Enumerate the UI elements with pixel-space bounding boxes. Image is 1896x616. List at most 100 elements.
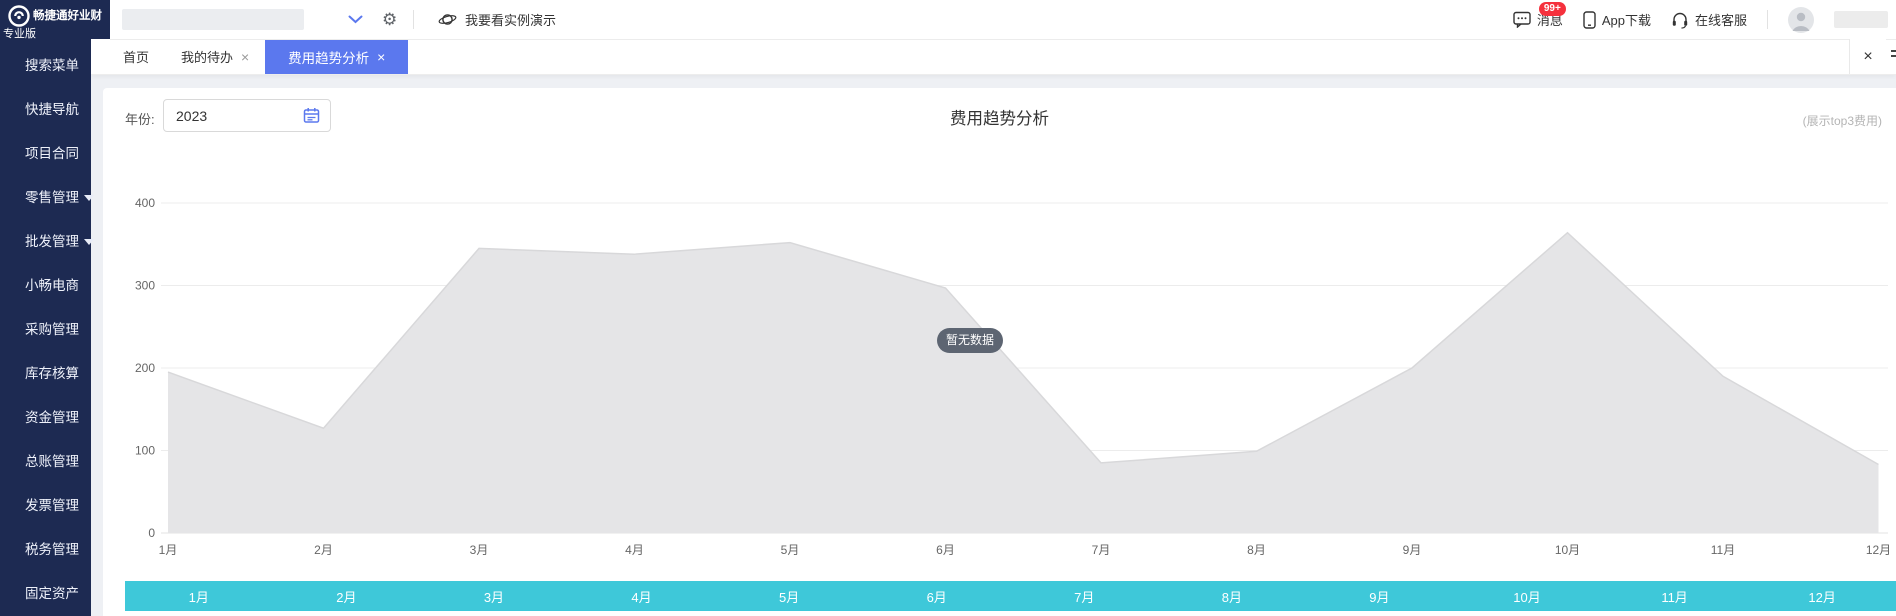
app-download-link[interactable]: App下载 bbox=[1583, 10, 1651, 29]
svg-text:1月: 1月 bbox=[159, 543, 178, 557]
chart-title: 费用趋势分析 bbox=[950, 110, 1049, 128]
tab-label: 我的待办 bbox=[181, 50, 234, 65]
svg-text:12月: 12月 bbox=[1866, 543, 1891, 557]
sidebar-item-10[interactable]: 总账管理 bbox=[0, 440, 91, 484]
tab-label: 首页 bbox=[123, 50, 150, 65]
messages-link[interactable]: 消息 99+ bbox=[1513, 2, 1566, 29]
svg-text:300: 300 bbox=[135, 279, 155, 293]
sidebar-item-9[interactable]: 资金管理 bbox=[0, 396, 91, 440]
hamburger-icon-cutoff bbox=[1891, 47, 1896, 65]
tab-label: 费用趋势分析 bbox=[288, 50, 370, 66]
sidebar-item-8[interactable]: 库存核算 bbox=[0, 352, 91, 396]
brand-name: 畅捷通好业财 bbox=[33, 10, 102, 22]
sidebar-item-7[interactable]: 采购管理 bbox=[0, 308, 91, 352]
sidebar-item-label: 税务管理 bbox=[25, 542, 79, 557]
gear-icon[interactable]: ⚙ bbox=[382, 10, 398, 29]
messages-label: 消息 bbox=[1536, 13, 1563, 28]
messages-count-badge: 99+ bbox=[1538, 2, 1566, 16]
month-header-bar: 1月 2月 3月 4月 5月 6月 7月 8月 9月 10月 11月 12月 bbox=[125, 581, 1896, 611]
month-header-7: 7月 bbox=[1074, 589, 1095, 605]
sidebar-item-1[interactable]: 搜索菜单 bbox=[0, 44, 91, 88]
month-header-6: 6月 bbox=[926, 589, 947, 605]
sidebar-item-13[interactable]: 固定资产 bbox=[0, 572, 91, 616]
header-right-group: 消息 99+ App下载 在线客服 bbox=[1513, 0, 1888, 39]
brand-logo-icon bbox=[8, 5, 30, 27]
tab-3[interactable]: 费用趋势分析 × bbox=[265, 39, 409, 74]
sidebar-item-2[interactable]: 快捷导航 bbox=[0, 88, 91, 132]
sidebar-item-label: 资金管理 bbox=[25, 410, 79, 425]
content-area: 年份: 2023 费用趋势分析 (展示top3费用) 0 100 200 300 400 bbox=[91, 74, 1896, 616]
sidebar-item-12[interactable]: 税务管理 bbox=[0, 528, 91, 572]
close-tabs-button[interactable]: × bbox=[1849, 39, 1886, 74]
headset-icon bbox=[1672, 12, 1688, 29]
chevron-down-icon bbox=[84, 195, 94, 201]
month-header-2: 2月 bbox=[336, 589, 357, 605]
calendar-icon[interactable] bbox=[303, 107, 320, 124]
sidebar-item-3[interactable]: 项目合同 bbox=[0, 132, 91, 176]
year-input[interactable]: 2023 bbox=[163, 99, 331, 132]
demo-link[interactable]: 我要看实例演示 bbox=[438, 0, 556, 39]
month-header-4: 4月 bbox=[631, 589, 652, 605]
header-divider bbox=[1767, 10, 1768, 29]
sidebar-item-label: 项目合同 bbox=[25, 146, 79, 161]
close-icon[interactable]: × bbox=[241, 48, 250, 65]
tab-2[interactable]: 我的待办 × bbox=[165, 39, 265, 74]
app-download-label: App下载 bbox=[1601, 13, 1651, 28]
svg-text:6月: 6月 bbox=[936, 543, 955, 557]
chevron-down-icon bbox=[84, 239, 94, 245]
sidebar-item-label: 小畅电商 bbox=[25, 278, 79, 293]
header-divider bbox=[413, 10, 414, 29]
svg-text:100: 100 bbox=[135, 444, 155, 458]
sidebar-item-label: 零售管理 bbox=[25, 190, 79, 205]
sidebar-item-5[interactable]: 批发管理 bbox=[0, 220, 94, 264]
sidebar-item-label: 总账管理 bbox=[25, 454, 79, 469]
svg-text:11月: 11月 bbox=[1711, 543, 1735, 557]
month-header-1: 1月 bbox=[188, 589, 209, 605]
sidebar-item-label: 采购管理 bbox=[25, 322, 79, 337]
chevron-down-icon[interactable] bbox=[348, 15, 363, 24]
company-selector-blurred[interactable] bbox=[122, 9, 304, 30]
sidebar-item-6[interactable]: 小畅电商 bbox=[0, 264, 91, 308]
close-icon[interactable]: × bbox=[377, 48, 386, 65]
month-header-10: 10月 bbox=[1513, 589, 1541, 605]
year-value: 2023 bbox=[176, 107, 208, 124]
username-blurred[interactable] bbox=[1834, 11, 1888, 28]
svg-text:7月: 7月 bbox=[1092, 543, 1111, 557]
sidebar-item-label: 搜索菜单 bbox=[25, 58, 79, 73]
no-data-badge: 暂无数据 bbox=[937, 328, 1003, 353]
online-support-link[interactable]: 在线客服 bbox=[1671, 10, 1747, 29]
logo-block: 畅捷通好业财 专业版 bbox=[0, 0, 110, 40]
month-header-8: 8月 bbox=[1221, 589, 1242, 605]
chart-canvas[interactable]: 0 100 200 300 400 1月 2月 3月 4月 5月 6月 7月 8月 9月 10月 11月 12月 bbox=[103, 88, 1896, 573]
svg-text:10月: 10月 bbox=[1555, 543, 1580, 557]
svg-text:9月: 9月 bbox=[1403, 543, 1422, 557]
sidebar-nav: 搜索菜单快捷导航项目合同零售管理批发管理小畅电商采购管理库存核算资金管理总账管理… bbox=[0, 44, 94, 616]
svg-text:2月: 2月 bbox=[314, 543, 333, 557]
tab-1[interactable]: 首页 bbox=[107, 39, 165, 74]
svg-text:5月: 5月 bbox=[781, 543, 800, 557]
expense-trend-panel: 年份: 2023 费用趋势分析 (展示top3费用) 0 100 200 300 400 bbox=[103, 88, 1896, 616]
header: ⚙ 我要看实例演示 消息 99+ bbox=[110, 0, 1896, 40]
tab-bar: 首页 我的待办 × 费用趋势分析 × bbox=[91, 39, 1896, 75]
sidebar-item-label: 批发管理 bbox=[25, 234, 79, 249]
sidebar-item-11[interactable]: 发票管理 bbox=[0, 484, 91, 528]
sidebar-item-4[interactable]: 零售管理 bbox=[0, 176, 94, 220]
sidebar-item-label: 快捷导航 bbox=[25, 102, 79, 117]
month-header-3: 3月 bbox=[483, 589, 505, 605]
svg-text:8月: 8月 bbox=[1247, 543, 1266, 557]
sidebar: 搜索菜单快捷导航项目合同零售管理批发管理小畅电商采购管理库存核算资金管理总账管理… bbox=[0, 0, 94, 616]
sidebar-item-label: 固定资产 bbox=[25, 586, 79, 601]
demo-link-label: 我要看实例演示 bbox=[465, 13, 557, 28]
planet-icon bbox=[438, 14, 457, 25]
month-header-11: 11月 bbox=[1661, 589, 1688, 605]
svg-text:400: 400 bbox=[135, 196, 155, 210]
year-filter-label: 年份: bbox=[125, 112, 155, 127]
avatar[interactable] bbox=[1788, 6, 1814, 33]
month-header-9: 9月 bbox=[1369, 589, 1390, 605]
month-header-12: 12月 bbox=[1808, 589, 1836, 605]
svg-text:0: 0 bbox=[148, 526, 155, 540]
svg-text:3月: 3月 bbox=[470, 543, 489, 557]
svg-text:4月: 4月 bbox=[625, 543, 644, 557]
message-icon bbox=[1513, 11, 1531, 28]
